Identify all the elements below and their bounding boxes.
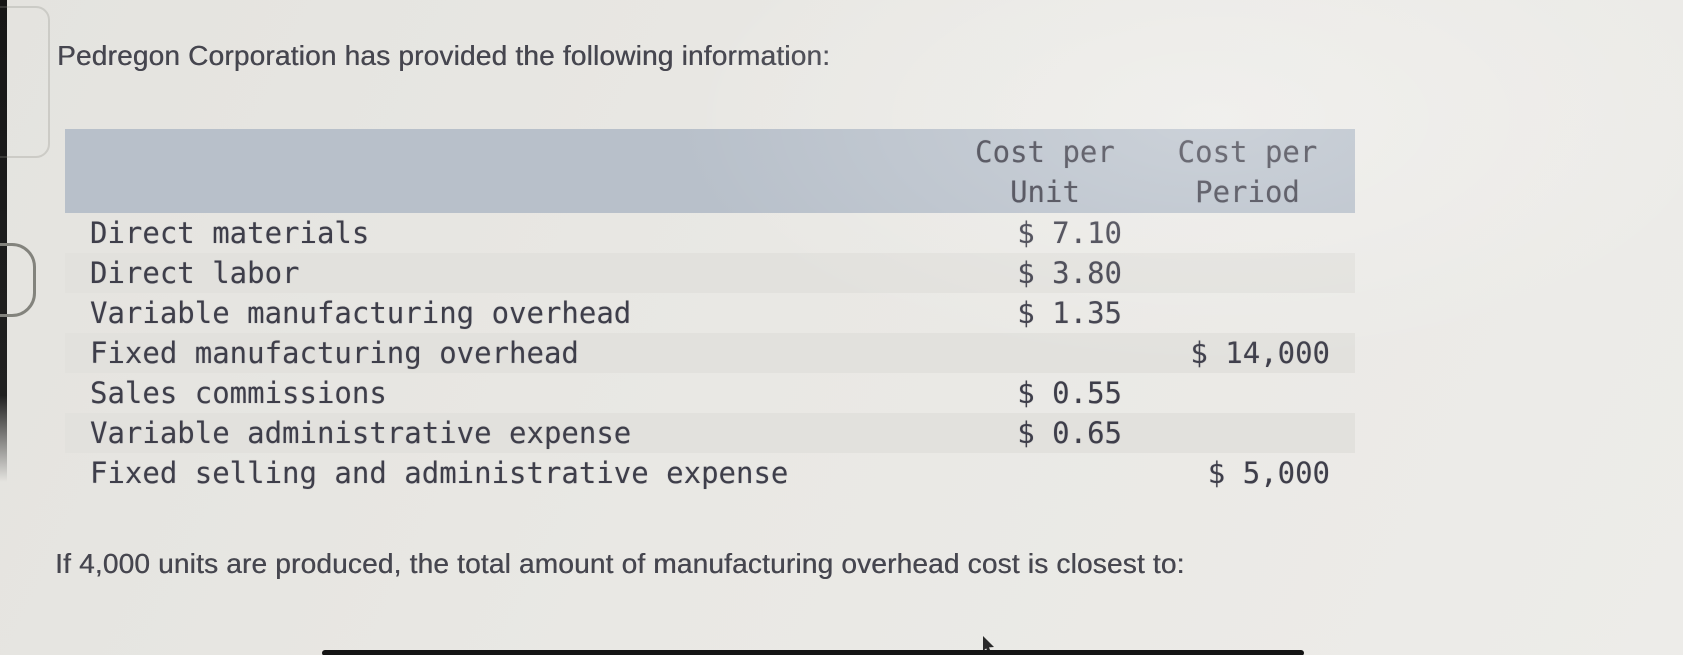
row-cost-per-unit: $ 0.65	[1017, 416, 1122, 450]
table-row: Direct materials $ 7.10	[65, 213, 1355, 253]
row-label: Fixed selling and administrative expense	[90, 456, 789, 490]
row-cost-per-period: $ 14,000	[1190, 336, 1330, 370]
question-text: If 4,000 units are produced, the total a…	[55, 548, 1185, 579]
cursor-icon	[983, 636, 994, 655]
table-row: Sales commissions $ 0.55	[65, 373, 1355, 413]
header-cost-per-period-line2: Period	[1195, 175, 1300, 209]
row-label: Direct labor	[90, 256, 300, 290]
row-label: Fixed manufacturing overhead	[90, 336, 579, 370]
row-label: Direct materials	[90, 216, 370, 250]
row-label: Variable manufacturing overhead	[90, 296, 632, 330]
row-cost-per-period	[1140, 253, 1355, 293]
row-cost-per-unit	[950, 333, 1140, 373]
table-row: Variable administrative expense $ 0.65	[65, 413, 1355, 453]
left-edge-ornament	[0, 243, 36, 317]
table-row: Fixed selling and administrative expense…	[65, 453, 1355, 493]
header-cost-per-period-line1: Cost per	[1177, 135, 1318, 169]
row-cost-per-period	[1140, 293, 1355, 333]
row-cost-per-unit: $ 3.80	[1017, 256, 1122, 290]
table-row: Fixed manufacturing overhead $ 14,000	[65, 333, 1355, 373]
header-cost-per-unit-line1: Cost per	[975, 135, 1115, 169]
row-cost-per-unit: $ 0.55	[1017, 376, 1122, 410]
row-cost-per-period	[1140, 373, 1355, 413]
page-title: Pedregon Corporation has provided the fo…	[57, 40, 831, 71]
left-faint-outline	[0, 6, 50, 158]
row-cost-per-unit	[950, 453, 1140, 493]
header-cost-per-period: Cost per Period	[1140, 132, 1355, 212]
table-row: Direct labor $ 3.80	[65, 253, 1355, 293]
table-header-row: Cost per Unit Cost per Period	[65, 129, 1355, 213]
row-cost-per-period	[1140, 413, 1355, 453]
header-cost-per-unit: Cost per Unit	[950, 132, 1140, 212]
row-cost-per-unit: $ 1.35	[1017, 296, 1122, 330]
screen-left-edge-strip	[0, 0, 7, 482]
cost-table: Cost per Unit Cost per Period Direct mat…	[65, 129, 1355, 493]
header-cost-per-unit-line2: Unit	[1010, 175, 1080, 209]
bottom-element-edge	[322, 650, 1304, 655]
row-cost-per-unit: $ 7.10	[1017, 216, 1122, 250]
row-cost-per-period: $ 5,000	[1207, 456, 1330, 490]
row-label: Sales commissions	[90, 376, 387, 410]
row-label: Variable administrative expense	[90, 416, 632, 450]
table-row: Variable manufacturing overhead $ 1.35	[65, 293, 1355, 333]
row-cost-per-period	[1140, 213, 1355, 253]
